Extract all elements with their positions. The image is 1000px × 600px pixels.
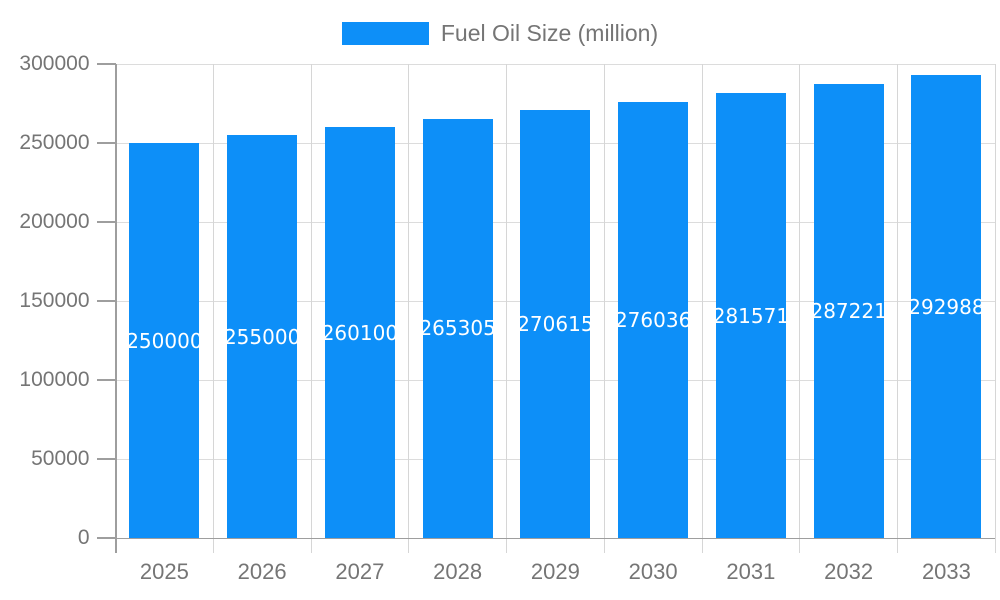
y-axis-tick [96,300,116,302]
x-axis-baseline [115,537,996,539]
bar-2028[interactable]: 265305 [422,118,493,538]
bar-value-label: 270615 [520,312,591,337]
y-axis-label: 100000 [19,368,90,391]
bar-2025[interactable]: 250000 [129,143,200,538]
x-axis-label-2033: 2033 [921,559,971,584]
y-axis-tick [96,221,116,223]
y-axis-label: 0 [77,526,90,549]
bar-value-label: 265305 [422,316,493,341]
y-axis-label: 150000 [19,289,90,312]
x-gridline [310,64,312,553]
x-axis-label-2028: 2028 [433,559,483,584]
bar-2026[interactable]: 255000 [227,135,298,538]
bar-2029[interactable]: 270615 [520,110,591,538]
y-axis-tick [96,63,116,65]
x-axis-label-2031: 2031 [726,559,776,584]
bar-value-label: 260100 [324,320,395,345]
x-gridline [603,64,605,553]
x-gridline [799,64,801,553]
y-axis-tick [96,537,116,539]
bar-value-label: 281571 [715,303,786,328]
x-axis-label-2025: 2025 [139,559,189,584]
y-axis-tick [96,379,116,381]
chart-legend[interactable]: Fuel Oil Size (million) [0,20,1000,46]
x-gridline [994,64,996,553]
y-axis-line [114,64,117,553]
bar-2030[interactable]: 276036 [618,101,689,538]
bar-2027[interactable]: 260100 [324,127,395,538]
bar-2032[interactable]: 287221 [813,84,884,538]
x-gridline [408,64,410,553]
x-axis-label-2029: 2029 [530,559,580,584]
x-axis-label-2027: 2027 [335,559,385,584]
y-axis-label: 300000 [19,52,90,75]
bar-value-label: 250000 [129,328,200,353]
x-gridline [506,64,508,553]
bar-value-label: 255000 [227,324,298,349]
x-gridline [701,64,703,553]
x-axis-label-2026: 2026 [237,559,287,584]
x-gridline [212,64,214,553]
y-axis-label: 200000 [19,210,90,233]
bar-value-label: 292988 [911,294,982,319]
x-axis-label-2032: 2032 [824,559,874,584]
x-axis-label-2030: 2030 [628,559,678,584]
bar-value-label: 276036 [618,307,689,332]
bar-2033[interactable]: 292988 [911,75,982,538]
y-axis-label: 250000 [19,131,90,154]
bar-value-label: 287221 [813,299,884,324]
y-axis-label: 50000 [31,447,90,470]
y-axis-tick [96,142,116,144]
legend-label: Fuel Oil Size (million) [440,20,659,46]
bar-2031[interactable]: 281571 [715,93,786,538]
legend-swatch-icon [341,21,429,45]
x-gridline [897,64,899,553]
y-axis-tick [96,458,116,460]
y-gridline [115,63,996,65]
